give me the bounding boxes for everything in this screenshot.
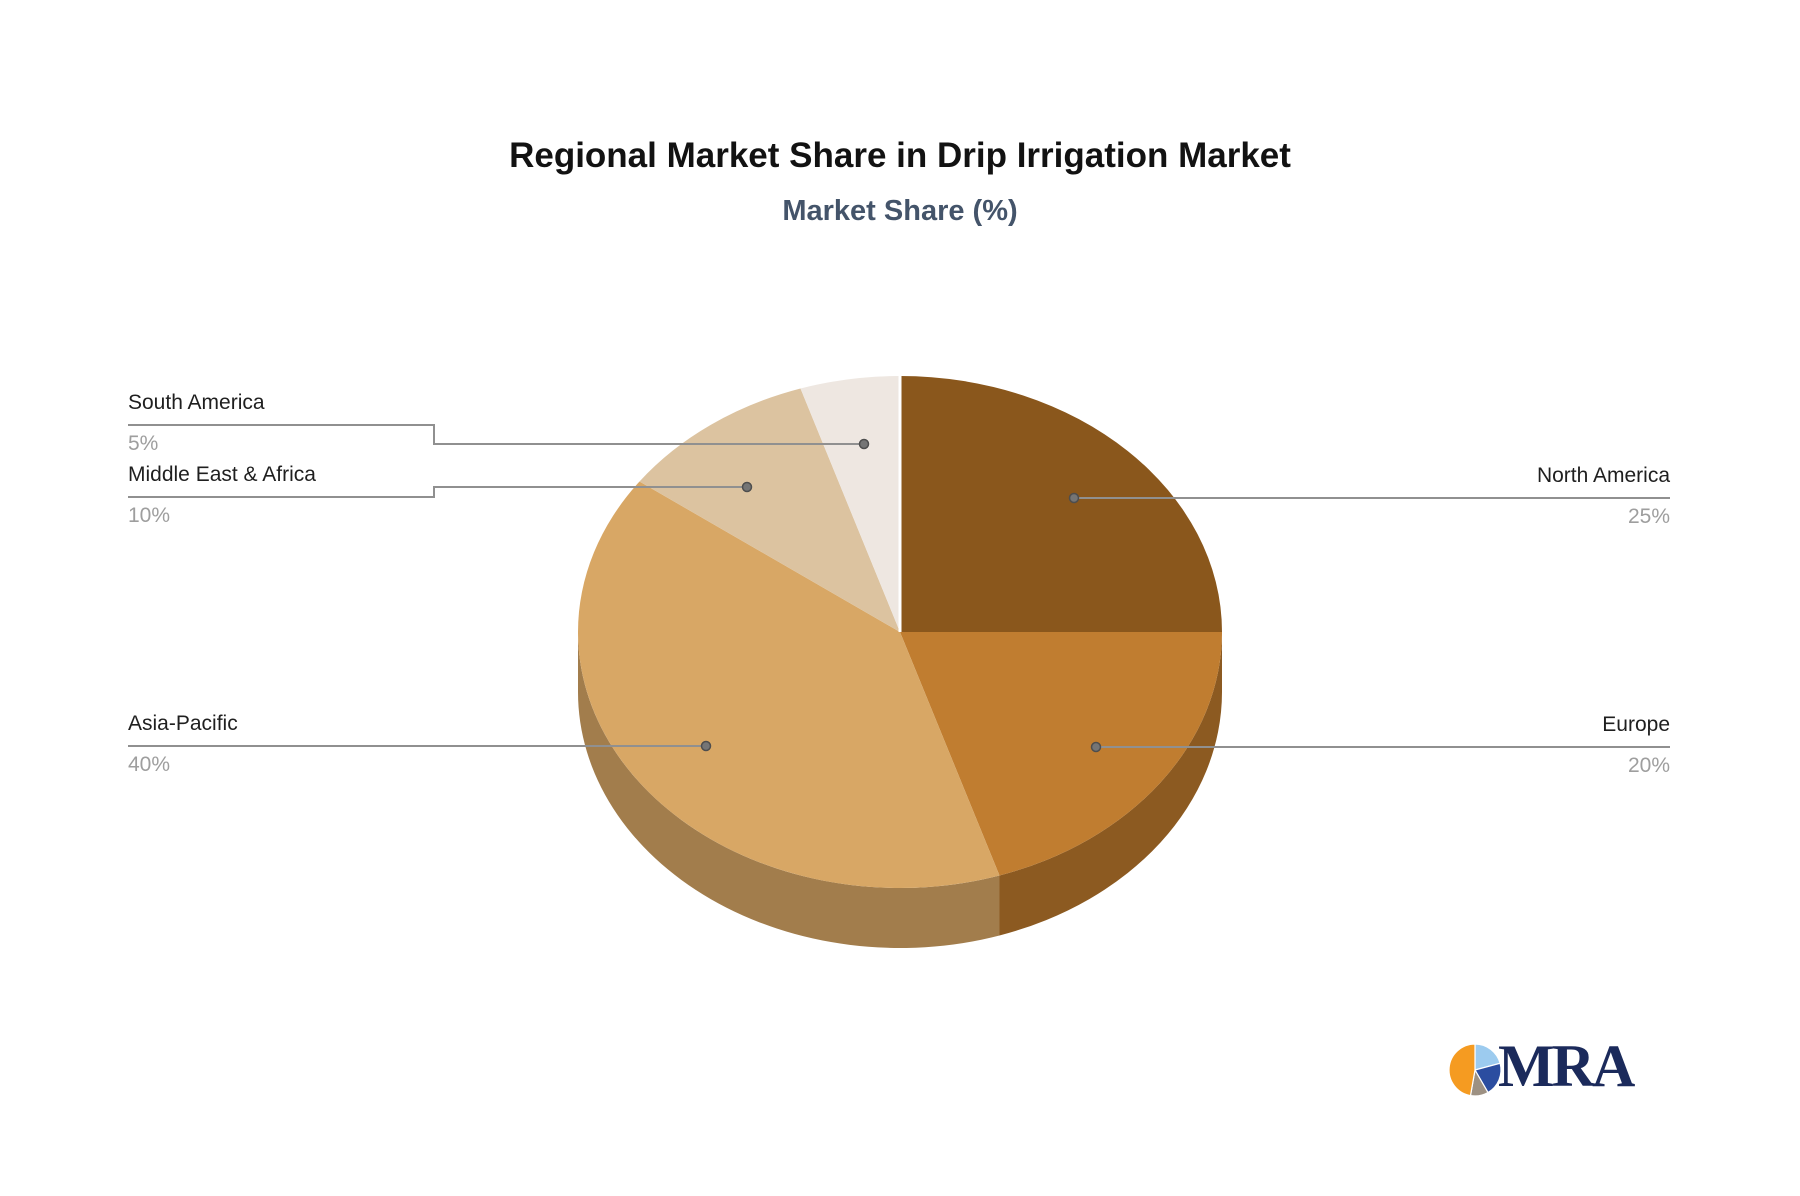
slice-label-north-america: North America bbox=[1536, 464, 1670, 487]
callout-dot-4 bbox=[858, 438, 870, 450]
callout-dot-0 bbox=[1068, 492, 1080, 504]
pie-slice-side-1 bbox=[999, 632, 1222, 936]
pie-side-walls bbox=[578, 632, 1222, 948]
callout-line-4 bbox=[128, 424, 864, 445]
pie-slice-south-america[interactable] bbox=[800, 376, 900, 632]
slice-label-south-america: South America bbox=[128, 391, 265, 414]
slice-value-north-america: 25% bbox=[1627, 505, 1670, 528]
slice-value-europe: 20% bbox=[1627, 754, 1670, 777]
mra-logo-text: MRA bbox=[1498, 1033, 1635, 1099]
mra-logo-pie-slice-1 bbox=[1474, 1062, 1502, 1094]
callout-dot-2 bbox=[700, 740, 712, 752]
slice-value-asia-pacific: 40% bbox=[128, 753, 171, 776]
slice-label-europe: Europe bbox=[1602, 713, 1670, 736]
pie-slice-north-america[interactable] bbox=[900, 376, 1222, 632]
slice-label-middle-east-africa: Middle East & Africa bbox=[128, 463, 316, 486]
slice-label-asia-pacific: Asia-Pacific bbox=[128, 712, 238, 735]
chart-subtitle: Market Share (%) bbox=[782, 195, 1018, 227]
slice-value-south-america: 5% bbox=[128, 432, 159, 455]
pie-slices bbox=[578, 376, 1222, 888]
chart-title: Regional Market Share in Drip Irrigation… bbox=[509, 136, 1291, 175]
callout-dot-1 bbox=[1090, 741, 1102, 753]
callout-connectors bbox=[128, 424, 1670, 753]
pie-slice-side-2 bbox=[578, 632, 1000, 948]
mra-logo-pie-icon bbox=[1448, 1043, 1502, 1097]
slice-value-middle-east-africa: 10% bbox=[128, 504, 171, 527]
pie-slice-asia-pacific[interactable] bbox=[578, 481, 1000, 888]
mra-logo-pie-slice-0 bbox=[1474, 1043, 1501, 1071]
pie-slice-middle-east-africa[interactable] bbox=[639, 388, 900, 632]
pie-slice-europe[interactable] bbox=[900, 632, 1222, 876]
callout-line-3 bbox=[128, 486, 747, 498]
callout-dot-3 bbox=[741, 481, 753, 493]
mra-logo-pie-slice-3 bbox=[1448, 1043, 1476, 1097]
